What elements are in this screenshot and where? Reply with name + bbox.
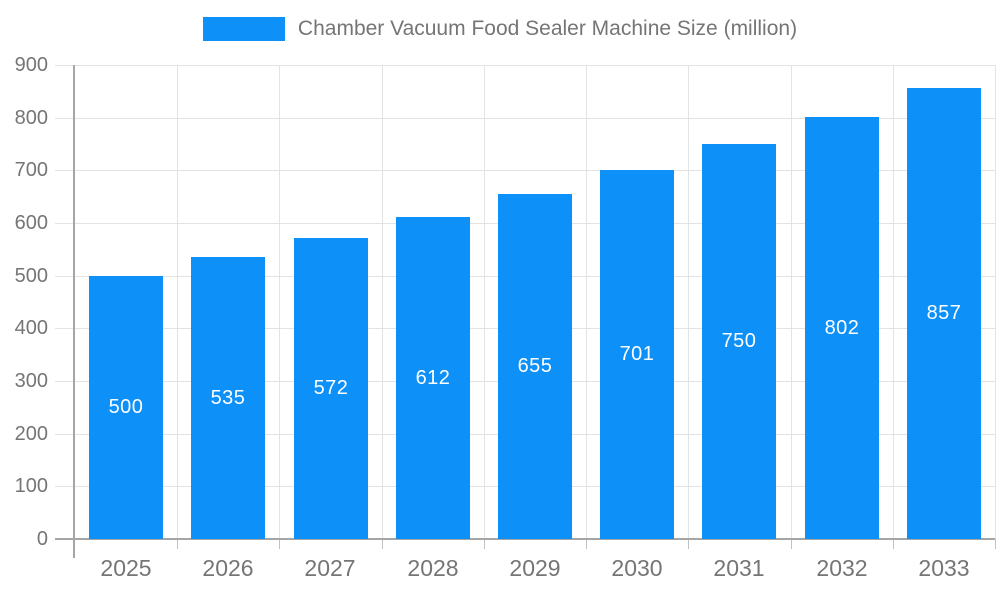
category-boundary-gridline [484,65,485,539]
bar-value-label: 802 [824,316,860,339]
x-axis-tick-label: 2032 [816,555,868,581]
category-boundary-gridline [382,65,383,539]
bar-value-label: 857 [926,302,962,324]
y-axis-tick-label: 600 [14,212,48,234]
x-axis-tick-label: 2029 [509,555,561,581]
y-axis-tick-label: 400 [14,317,48,339]
x-axis-tick [995,539,996,549]
x-axis-tick [382,539,383,549]
legend-item[interactable]: Chamber Vacuum Food Sealer Machine Size … [0,17,1000,41]
y-axis-tick-label: 800 [14,107,48,129]
bar-2027[interactable]: 572 [294,238,368,539]
x-axis-tick [484,539,485,549]
y-axis-tick-label: 500 [14,265,48,287]
y-axis-tick-label: 200 [14,423,48,445]
bar-2032[interactable]: 802 [805,117,879,539]
y-axis-tick-label: 100 [14,475,48,497]
x-axis-tick [586,539,587,549]
bar-value-label: 500 [108,396,144,418]
legend-swatch [202,17,285,41]
bar-2030[interactable]: 701 [600,170,674,539]
bar-2028[interactable]: 612 [396,217,470,539]
category-boundary-gridline [688,65,689,539]
y-gridline [55,170,995,171]
bar-2031[interactable]: 750 [702,144,776,539]
x-axis-tick-label: 2031 [713,555,765,581]
category-boundary-gridline [177,65,178,539]
x-axis-tick [279,539,280,549]
bar-value-label: 655 [517,355,553,377]
x-axis-tick-label: 2027 [304,555,356,581]
bar-value-label: 572 [313,377,349,399]
x-axis-tick-label: 2028 [407,555,459,581]
x-axis-line [55,538,995,540]
category-boundary-gridline [586,65,587,539]
y-axis-tick-label: 700 [14,159,48,181]
y-axis-tick-label: 900 [14,54,48,76]
bar-2029[interactable]: 655 [498,194,572,539]
y-gridline [55,118,995,119]
bar-value-label: 750 [721,330,757,352]
y-axis-tick-label: 0 [36,528,48,550]
bar-value-label: 612 [415,366,451,389]
bar-value-label: 535 [210,386,246,409]
x-axis-tick-label: 2033 [918,555,970,581]
x-axis-tick [791,539,792,549]
category-boundary-gridline [995,65,996,539]
bar-value-label: 701 [619,343,655,365]
y-axis-line [73,65,75,558]
bar-2026[interactable]: 535 [191,257,265,539]
x-axis-tick [688,539,689,549]
bar-2025[interactable]: 500 [89,276,163,539]
x-axis-tick [177,539,178,549]
x-axis-tick-label: 2026 [202,555,254,581]
category-boundary-gridline [791,65,792,539]
x-axis-tick-label: 2030 [611,555,663,581]
y-axis-tick-label: 300 [14,370,48,392]
legend-label: Chamber Vacuum Food Sealer Machine Size … [297,17,798,40]
bar-2033[interactable]: 857 [907,88,981,539]
category-boundary-gridline [279,65,280,539]
x-axis-tick-label: 2025 [100,555,152,581]
x-axis-tick [893,539,894,549]
category-boundary-gridline [893,65,894,539]
y-gridline [55,65,995,66]
